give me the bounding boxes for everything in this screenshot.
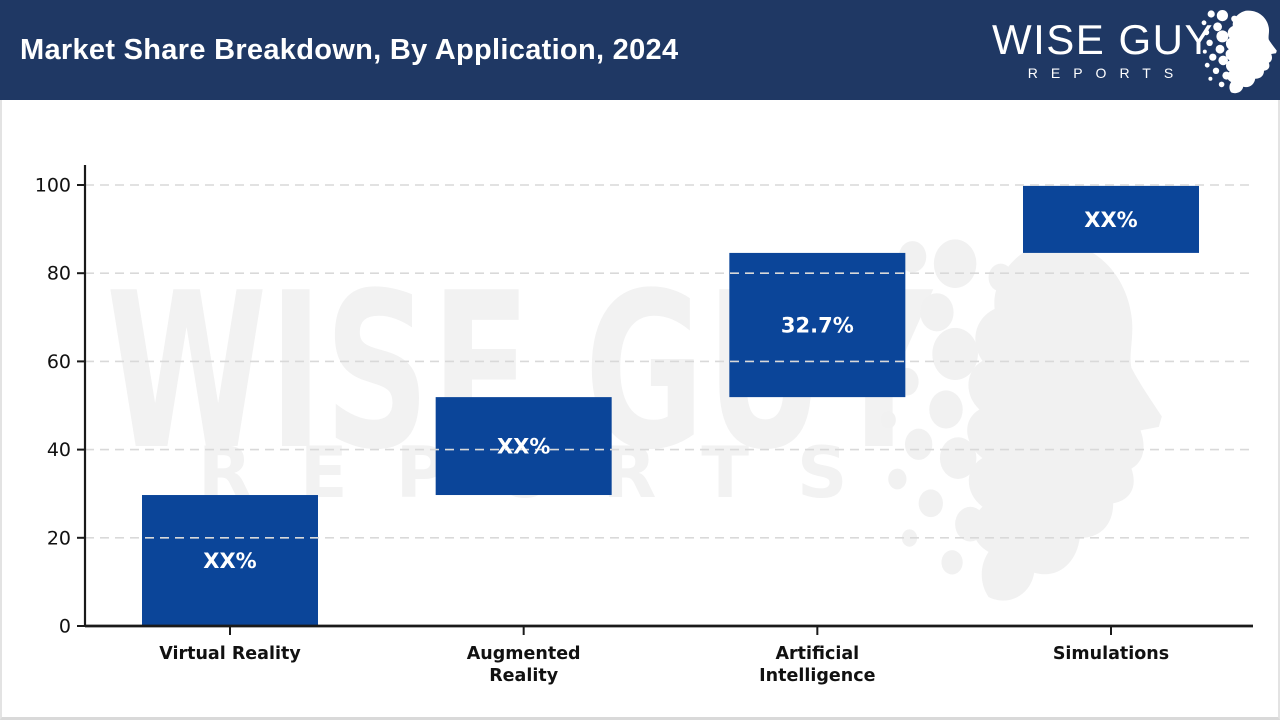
watermark-head-icon: [870, 222, 1174, 604]
chart-canvas: WISE GUY REPORTS: [0, 100, 1280, 720]
watermark-sub-text: REPORTS: [198, 432, 896, 514]
logo-text: WISE GUY REPORTS: [991, 16, 1214, 82]
page-title: Market Share Breakdown, By Application, …: [20, 33, 679, 66]
logo-sub-text: REPORTS: [1027, 65, 1187, 81]
wise-guy-logo: WISE GUY REPORTS: [992, 6, 1280, 94]
watermark: WISE GUY REPORTS: [2, 100, 1278, 717]
header: Market Share Breakdown, By Application, …: [0, 0, 1280, 100]
watermark-brand-text: WISE GUY: [106, 246, 934, 497]
logo-brand-text: WISE GUY: [991, 16, 1214, 63]
